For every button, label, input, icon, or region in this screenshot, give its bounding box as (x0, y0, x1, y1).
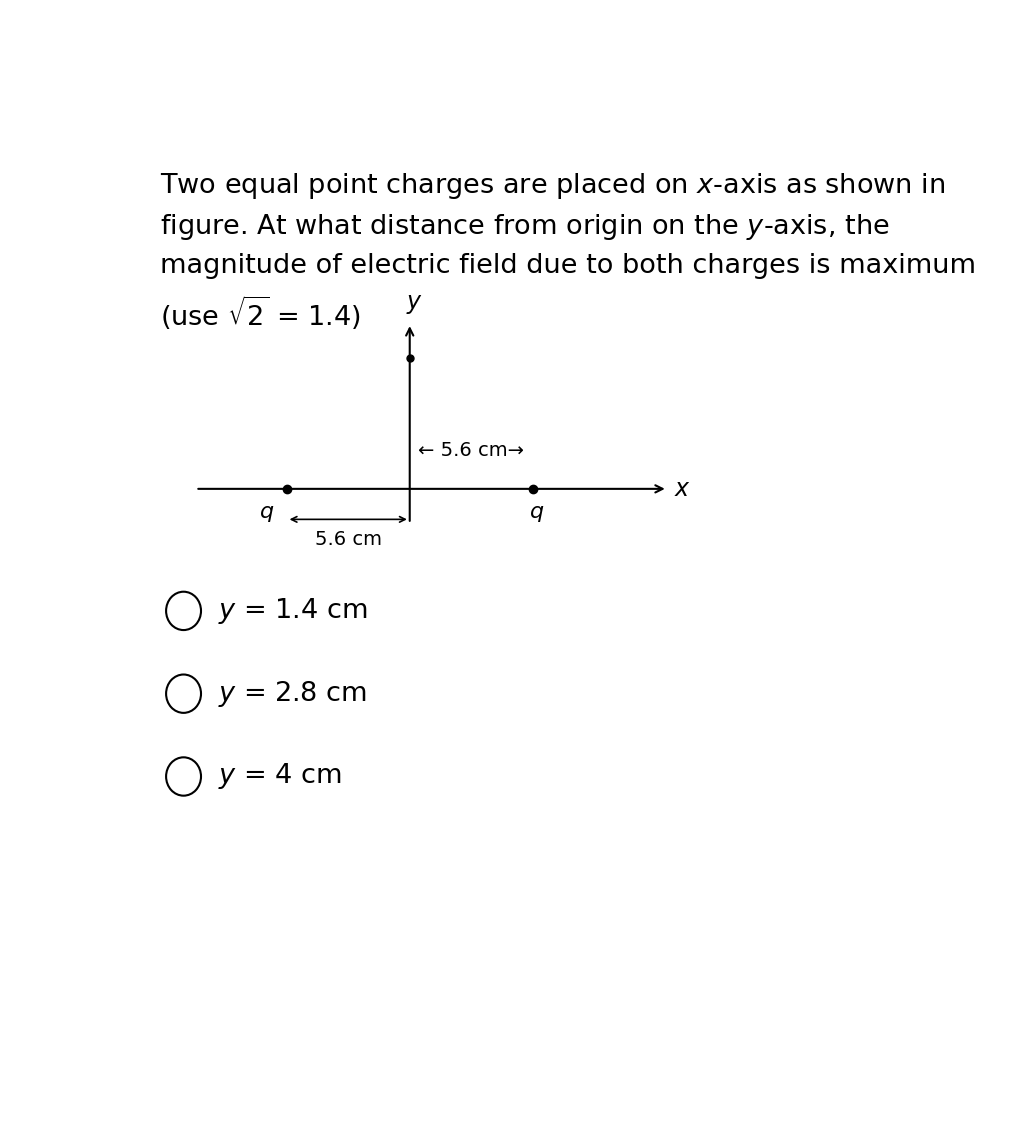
Text: $x$: $x$ (674, 477, 691, 500)
Text: $y$ = 1.4 cm: $y$ = 1.4 cm (218, 595, 368, 626)
Text: (use $\sqrt{2}$ = 1.4): (use $\sqrt{2}$ = 1.4) (160, 293, 360, 332)
Text: $q$: $q$ (259, 504, 274, 524)
Text: Two equal point charges are placed on $x$-axis as shown in: Two equal point charges are placed on $x… (160, 171, 945, 200)
Text: figure. At what distance from origin on the $y$-axis, the: figure. At what distance from origin on … (160, 212, 889, 241)
Text: $y$ = 4 cm: $y$ = 4 cm (218, 762, 342, 791)
Text: ← 5.6 cm→: ← 5.6 cm→ (418, 441, 524, 460)
Text: magnitude of electric field due to both charges is maximum: magnitude of electric field due to both … (160, 252, 976, 278)
Text: $y$: $y$ (407, 292, 423, 316)
Text: $q$: $q$ (529, 504, 545, 524)
Text: 5.6 cm: 5.6 cm (314, 530, 382, 549)
Text: $y$ = 2.8 cm: $y$ = 2.8 cm (218, 679, 368, 709)
